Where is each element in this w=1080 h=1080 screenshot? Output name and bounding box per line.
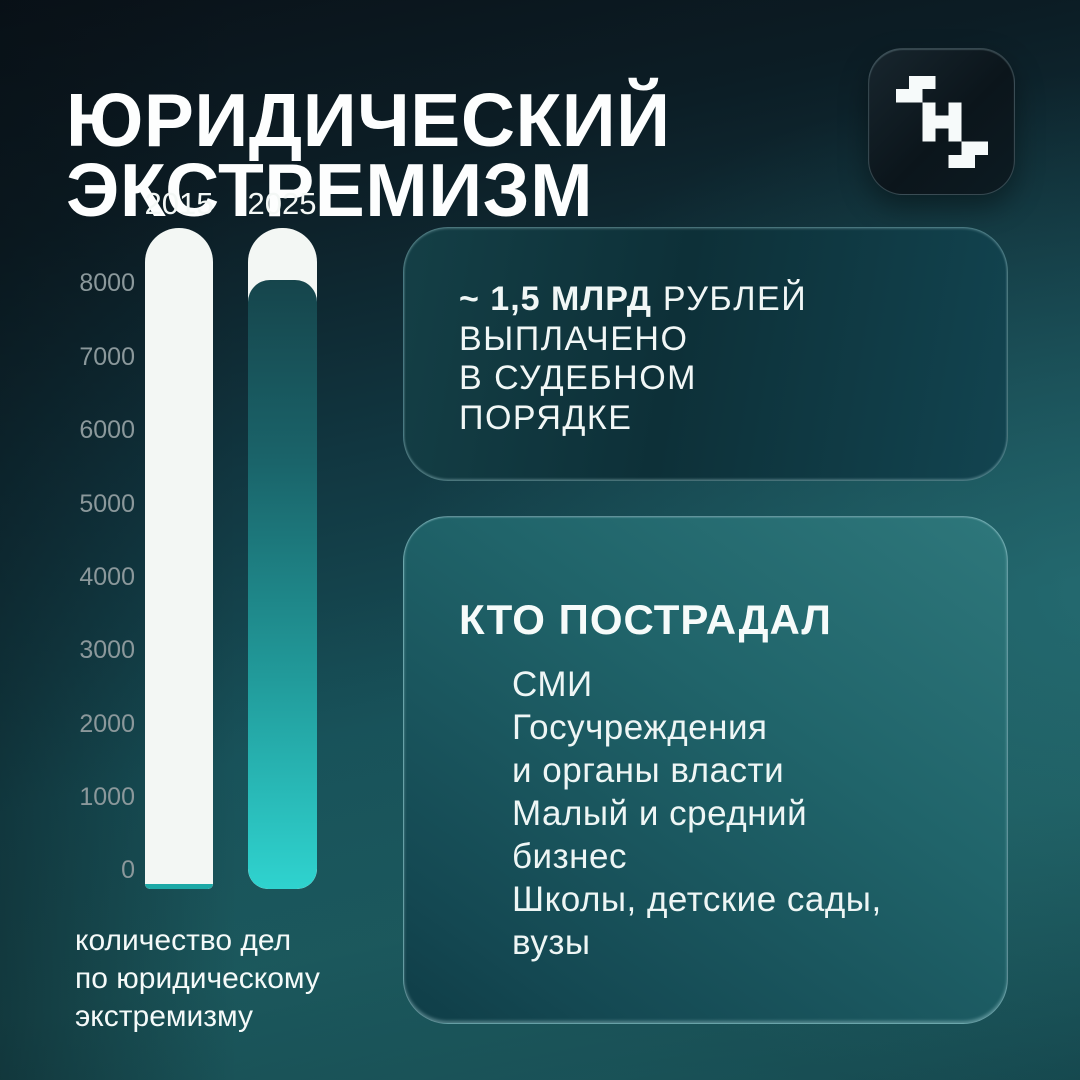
payout-text: ~ 1,5 МЛРД РУБЛЕЙ ВЫПЛАЧЕНО В СУДЕБНОМ П…: [459, 280, 967, 438]
y-axis-tick: 0: [121, 856, 135, 884]
payout-card: ~ 1,5 МЛРД РУБЛЕЙ ВЫПЛАЧЕНО В СУДЕБНОМ П…: [403, 227, 1008, 481]
victims-heading: КТО ПОСТРАДАЛ: [459, 596, 832, 643]
chart-axis-caption: количество дел по юридическому экстремиз…: [75, 922, 320, 1036]
y-axis-tick: 4000: [79, 563, 135, 591]
payout-line2: ВЫПЛАЧЕНО: [459, 319, 689, 358]
y-axis-tick: 1000: [79, 783, 135, 811]
caption-line: по юридическому: [75, 962, 320, 995]
victims-list: СМИ Госучреждения и органы власти Малый …: [459, 663, 967, 964]
page-title-line2: ЭКСТРЕМИЗМ: [66, 148, 594, 233]
list-item: Школы, детские сады, вузы: [512, 880, 882, 962]
page-title: ЮРИДИЧЕСКИЙ ЭКСТРЕМИЗМ: [66, 78, 671, 233]
bar-track-2025: [248, 228, 317, 889]
payout-currency: РУБЛЕЙ: [651, 280, 808, 318]
list-item: СМИ: [512, 665, 593, 704]
bar-track-2015: [145, 228, 213, 889]
page-title-line1: ЮРИДИЧЕСКИЙ: [66, 78, 671, 163]
y-axis-tick: 2000: [79, 710, 135, 738]
victims-card: КТО ПОСТРАДАЛ СМИ Госучреждения и органы…: [403, 516, 1008, 1024]
payout-line3: В СУДЕБНОМ: [459, 359, 697, 397]
list-item: Госучреждения и органы власти: [512, 708, 785, 790]
payout-line4: ПОРЯДКЕ: [459, 398, 633, 437]
caption-line: экстремизму: [75, 1000, 253, 1033]
y-axis-tick: 8000: [79, 269, 135, 297]
y-axis-tick: 6000: [79, 416, 135, 444]
y-axis-tick: 5000: [79, 490, 135, 518]
pixel-h-logo-icon: [895, 75, 988, 168]
payout-line1: ~ 1,5 МЛРД РУБЛЕЙ: [459, 280, 967, 320]
payout-amount: ~ 1,5 МЛРД: [459, 280, 652, 318]
bar-label-2015: 2015: [144, 186, 214, 221]
bar-fill-2015: [145, 884, 213, 889]
y-axis-tick: 7000: [79, 343, 135, 371]
caption-line: количество дел: [75, 924, 292, 957]
bar-label-2025: 2025: [247, 186, 317, 221]
list-item: Малый и средний бизнес: [512, 794, 808, 876]
brand-logo: [868, 48, 1015, 195]
bar-fill-2025: [248, 280, 317, 889]
y-axis-tick: 3000: [79, 636, 135, 664]
